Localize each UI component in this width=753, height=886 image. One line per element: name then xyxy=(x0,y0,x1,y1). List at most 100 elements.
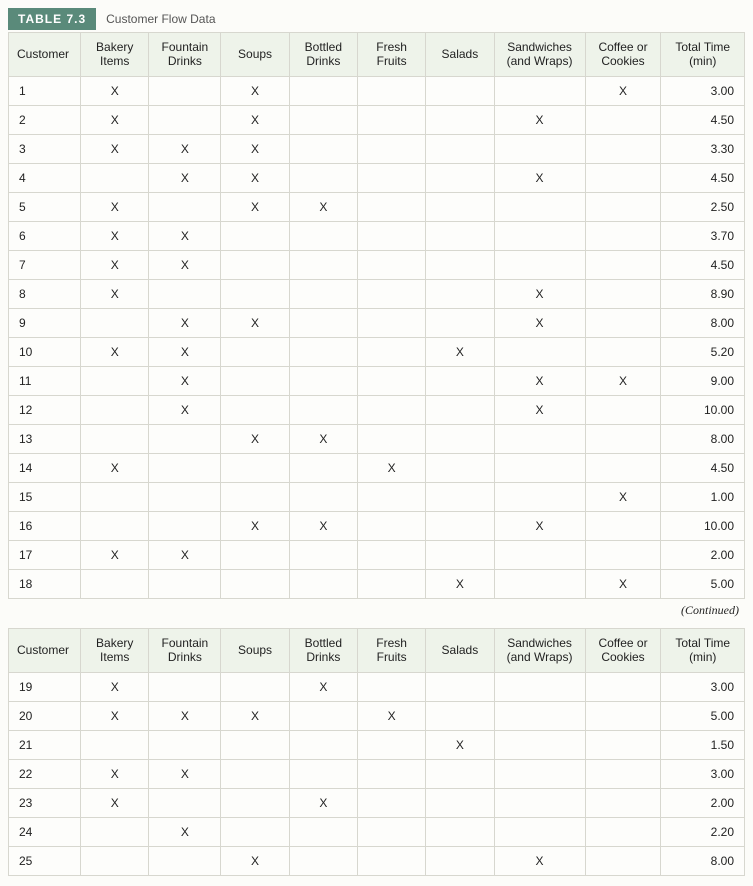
mark-cell: X xyxy=(149,366,221,395)
total-time-cell: 3.00 xyxy=(661,672,745,701)
total-time-cell: 1.00 xyxy=(661,482,745,511)
mark-cell xyxy=(585,788,661,817)
mark-cell xyxy=(221,759,289,788)
column-header: Salads xyxy=(426,33,494,77)
mark-cell: X xyxy=(81,540,149,569)
customer-number-cell: 7 xyxy=(9,250,81,279)
mark-cell xyxy=(289,730,357,759)
table-row: 14XX4.50 xyxy=(9,453,745,482)
mark-cell xyxy=(357,105,425,134)
customer-number-cell: 9 xyxy=(9,308,81,337)
mark-cell xyxy=(494,453,585,482)
column-header: Bakery Items xyxy=(81,628,149,672)
mark-cell xyxy=(585,817,661,846)
mark-cell xyxy=(149,105,221,134)
total-time-cell: 2.20 xyxy=(661,817,745,846)
mark-cell xyxy=(426,76,494,105)
mark-cell xyxy=(494,540,585,569)
mark-cell: X xyxy=(149,163,221,192)
mark-cell xyxy=(357,482,425,511)
total-time-cell: 5.20 xyxy=(661,337,745,366)
customer-number-cell: 17 xyxy=(9,540,81,569)
table-row: 7XX4.50 xyxy=(9,250,745,279)
customer-number-cell: 18 xyxy=(9,569,81,598)
mark-cell xyxy=(426,105,494,134)
total-time-cell: 2.00 xyxy=(661,540,745,569)
mark-cell: X xyxy=(149,395,221,424)
table-row: 1XXX3.00 xyxy=(9,76,745,105)
mark-cell xyxy=(494,192,585,221)
mark-cell xyxy=(289,134,357,163)
table-row: 21X1.50 xyxy=(9,730,745,759)
mark-cell xyxy=(149,672,221,701)
mark-cell xyxy=(149,279,221,308)
mark-cell xyxy=(426,134,494,163)
mark-cell xyxy=(494,569,585,598)
mark-cell xyxy=(289,540,357,569)
mark-cell xyxy=(81,308,149,337)
total-time-cell: 4.50 xyxy=(661,163,745,192)
mark-cell xyxy=(426,759,494,788)
mark-cell: X xyxy=(81,759,149,788)
mark-cell xyxy=(221,672,289,701)
column-header: Fountain Drinks xyxy=(149,628,221,672)
mark-cell xyxy=(357,540,425,569)
total-time-cell: 9.00 xyxy=(661,366,745,395)
mark-cell xyxy=(149,424,221,453)
total-time-cell: 5.00 xyxy=(661,569,745,598)
customer-number-cell: 3 xyxy=(9,134,81,163)
mark-cell xyxy=(494,817,585,846)
mark-cell xyxy=(426,672,494,701)
mark-cell: X xyxy=(289,672,357,701)
mark-cell: X xyxy=(289,511,357,540)
mark-cell: X xyxy=(149,337,221,366)
table-2-body: 19XX3.0020XXXX5.0021X1.5022XX3.0023XX2.0… xyxy=(9,672,745,875)
mark-cell xyxy=(221,337,289,366)
mark-cell xyxy=(357,730,425,759)
mark-cell: X xyxy=(585,366,661,395)
mark-cell: X xyxy=(81,76,149,105)
customer-number-cell: 23 xyxy=(9,788,81,817)
total-time-cell: 8.00 xyxy=(661,846,745,875)
mark-cell xyxy=(585,759,661,788)
table-1-body: 1XXX3.002XXX4.503XXX3.304XXX4.505XXX2.50… xyxy=(9,76,745,598)
table-row: 16XXX10.00 xyxy=(9,511,745,540)
column-header: Coffee or Cookies xyxy=(585,628,661,672)
mark-cell xyxy=(221,279,289,308)
mark-cell xyxy=(149,569,221,598)
mark-cell xyxy=(426,221,494,250)
mark-cell: X xyxy=(81,221,149,250)
mark-cell: X xyxy=(81,701,149,730)
column-header: Fresh Fruits xyxy=(357,33,425,77)
column-header: Sandwiches (and Wraps) xyxy=(494,628,585,672)
table-row: 18XX5.00 xyxy=(9,569,745,598)
mark-cell xyxy=(289,701,357,730)
customer-number-cell: 5 xyxy=(9,192,81,221)
customer-number-cell: 10 xyxy=(9,337,81,366)
customer-number-cell: 8 xyxy=(9,279,81,308)
mark-cell xyxy=(494,221,585,250)
mark-cell: X xyxy=(149,308,221,337)
mark-cell xyxy=(585,672,661,701)
column-header: Bottled Drinks xyxy=(289,628,357,672)
mark-cell xyxy=(585,279,661,308)
mark-cell xyxy=(585,163,661,192)
mark-cell xyxy=(426,395,494,424)
table-row: 5XXX2.50 xyxy=(9,192,745,221)
table-row: 20XXXX5.00 xyxy=(9,701,745,730)
mark-cell xyxy=(357,308,425,337)
mark-cell: X xyxy=(289,788,357,817)
mark-cell: X xyxy=(221,163,289,192)
mark-cell xyxy=(426,788,494,817)
table-row: 2XXX4.50 xyxy=(9,105,745,134)
mark-cell: X xyxy=(494,511,585,540)
mark-cell xyxy=(357,672,425,701)
mark-cell xyxy=(585,540,661,569)
column-header: Sandwiches (and Wraps) xyxy=(494,33,585,77)
mark-cell xyxy=(357,817,425,846)
customer-number-cell: 21 xyxy=(9,730,81,759)
table-row: 12XX10.00 xyxy=(9,395,745,424)
column-header: Total Time (min) xyxy=(661,628,745,672)
mark-cell xyxy=(426,192,494,221)
header-row: CustomerBakery ItemsFountain DrinksSoups… xyxy=(9,33,745,77)
